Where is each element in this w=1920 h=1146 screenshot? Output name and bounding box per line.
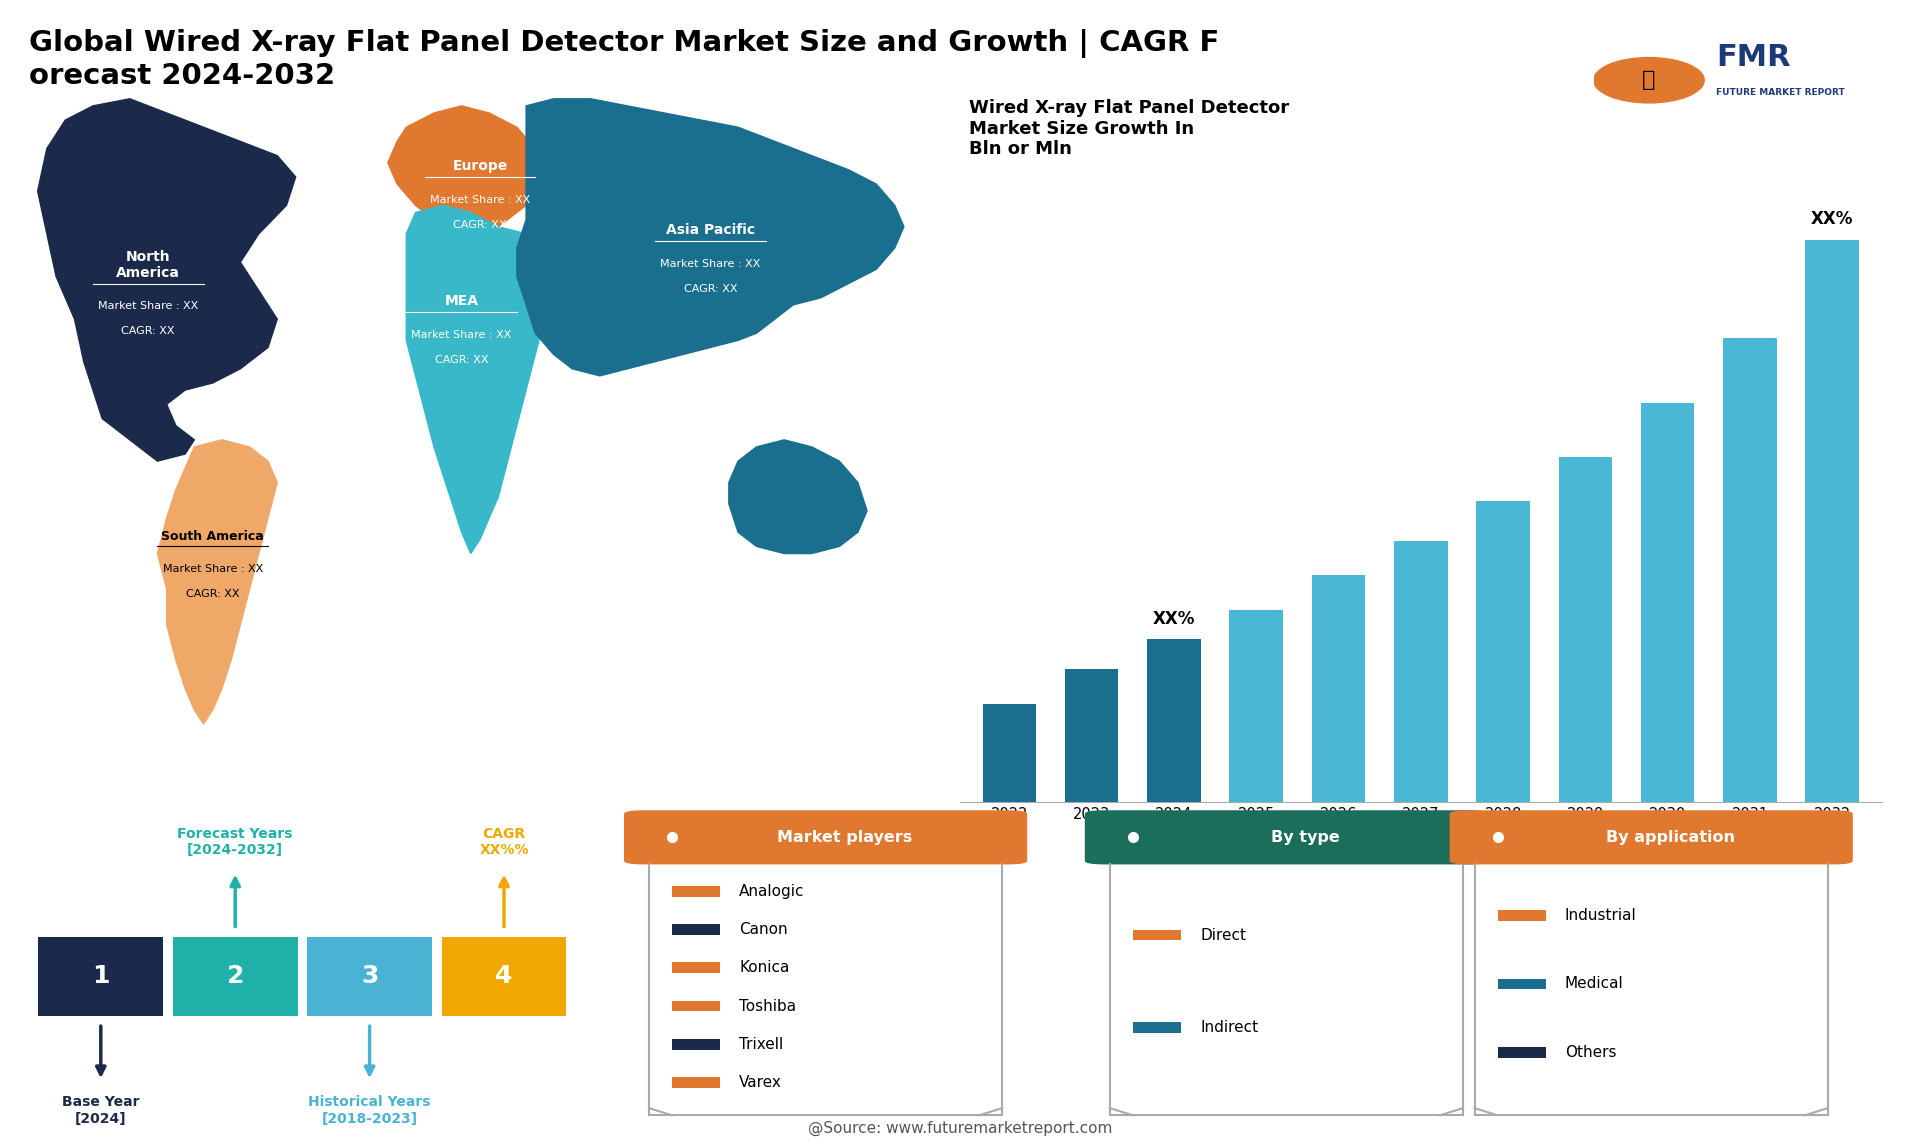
FancyBboxPatch shape [173,936,298,1017]
FancyBboxPatch shape [672,924,720,935]
Text: Medical: Medical [1565,976,1624,991]
Bar [1724,338,1776,802]
FancyBboxPatch shape [1450,810,1853,864]
Bar [1476,501,1530,802]
Circle shape [1594,57,1705,103]
Text: MEA: MEA [445,295,478,308]
Text: Industrial: Industrial [1565,908,1636,923]
Text: Market Share : XX: Market Share : XX [660,259,760,268]
Text: Indirect: Indirect [1200,1020,1258,1035]
Bar [1311,575,1365,802]
Text: Market Share : XX: Market Share : XX [430,195,530,205]
Bar [983,704,1037,802]
Polygon shape [407,205,553,554]
Text: Historical Years
[2018-2023]: Historical Years [2018-2023] [309,1096,430,1125]
Text: South America: South America [161,529,265,543]
Text: Direct: Direct [1200,927,1246,942]
FancyBboxPatch shape [672,1039,720,1050]
Text: Analogic: Analogic [739,884,804,898]
Text: Forecast Years
[2024-2032]: Forecast Years [2024-2032] [177,827,294,857]
Text: Varex: Varex [739,1075,781,1090]
Text: Europe: Europe [453,159,507,173]
Bar [1642,402,1693,802]
FancyBboxPatch shape [1498,1047,1546,1058]
FancyBboxPatch shape [1085,810,1488,864]
Text: Wired X-ray Flat Panel Detector
Market Size Growth In
Bln or Mln: Wired X-ray Flat Panel Detector Market S… [970,99,1290,158]
Text: 🔭: 🔭 [1642,70,1655,91]
FancyBboxPatch shape [1133,1022,1181,1034]
Text: Market Share : XX: Market Share : XX [163,564,263,574]
Text: Toshiba: Toshiba [739,998,797,1013]
Text: 3: 3 [361,964,378,988]
Text: @Source: www.futuremarketreport.com: @Source: www.futuremarketreport.com [808,1121,1112,1136]
Text: CAGR: XX: CAGR: XX [434,354,488,364]
Bar [1066,669,1117,802]
FancyBboxPatch shape [442,936,566,1017]
Text: CAGR: XX: CAGR: XX [453,220,507,229]
Bar [1148,639,1200,802]
FancyBboxPatch shape [1498,979,1546,989]
Text: Konica: Konica [739,960,789,975]
Text: CAGR
XX%%: CAGR XX%% [480,827,528,857]
Text: Asia Pacific: Asia Pacific [666,223,755,237]
Text: XX%: XX% [1152,610,1194,628]
Text: Canon: Canon [739,923,787,937]
Text: Global Wired X-ray Flat Panel Detector Market Size and Growth | CAGR F
orecast 2: Global Wired X-ray Flat Panel Detector M… [29,29,1219,91]
Text: CAGR: XX: CAGR: XX [121,327,175,336]
Text: FUTURE MARKET REPORT: FUTURE MARKET REPORT [1716,88,1845,97]
Text: 2: 2 [227,964,244,988]
Text: CAGR: XX: CAGR: XX [186,589,240,599]
Polygon shape [388,105,553,241]
Text: 4: 4 [495,964,513,988]
Text: Others: Others [1565,1045,1617,1060]
Text: Market players: Market players [778,830,912,845]
Text: Market Share : XX: Market Share : XX [411,330,513,339]
Polygon shape [38,99,296,461]
FancyBboxPatch shape [38,936,163,1017]
Polygon shape [157,440,276,724]
FancyBboxPatch shape [672,1077,720,1088]
FancyBboxPatch shape [307,936,432,1017]
Text: Market Share : XX: Market Share : XX [98,301,198,312]
FancyBboxPatch shape [672,1000,720,1012]
Polygon shape [516,99,904,376]
Text: CAGR: XX: CAGR: XX [684,283,737,293]
Text: 1: 1 [92,964,109,988]
Text: FMR: FMR [1716,44,1791,72]
FancyBboxPatch shape [672,963,720,973]
Bar [1805,240,1859,802]
Bar [1559,457,1613,802]
Bar [1229,610,1283,802]
Text: North
America: North America [117,250,180,280]
Text: By application: By application [1605,830,1736,845]
Polygon shape [730,440,868,554]
Text: XX%: XX% [1811,210,1853,228]
Text: Trixell: Trixell [739,1037,783,1052]
FancyBboxPatch shape [1498,910,1546,921]
FancyBboxPatch shape [672,886,720,897]
Text: Base Year
[2024]: Base Year [2024] [61,1096,140,1125]
FancyBboxPatch shape [624,810,1027,864]
FancyBboxPatch shape [1133,929,1181,941]
Text: By type: By type [1271,830,1340,845]
Bar [1394,541,1448,802]
